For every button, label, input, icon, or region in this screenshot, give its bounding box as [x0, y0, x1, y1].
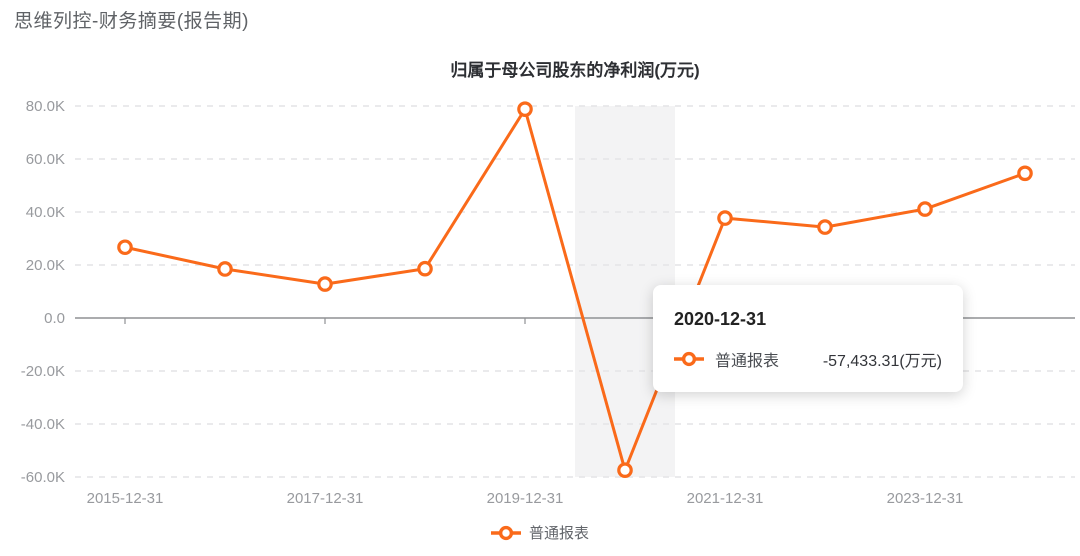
page-title: 思维列控-财务摘要(报告期)	[14, 11, 249, 32]
datapoint[interactable]	[217, 261, 233, 277]
datapoint[interactable]	[817, 219, 833, 235]
chart-tooltip: 2020-12-31 普通报表 -57,433.31(万元)	[653, 285, 963, 392]
datapoint[interactable]	[717, 210, 733, 226]
series-line	[123, 107, 1027, 472]
y-tick-label: 0.0	[44, 310, 65, 327]
x-tick-label: 2015-12-31	[87, 490, 164, 507]
y-tick-label: -60.0K	[21, 469, 65, 486]
datapoint[interactable]	[417, 260, 433, 277]
legend-item-series[interactable]: 普通报表	[0, 522, 1080, 543]
y-tick-label: -40.0K	[21, 416, 65, 433]
y-tick-label: -20.0K	[21, 363, 65, 380]
x-tick-label: 2021-12-31	[687, 490, 764, 507]
line-series-icon	[490, 525, 521, 540]
datapoint[interactable]	[317, 276, 333, 292]
y-tick-label: 20.0K	[26, 257, 65, 274]
datapoint[interactable]	[917, 201, 933, 217]
tooltip-series-label: 普通报表	[715, 353, 780, 370]
y-tick-label: 40.0K	[26, 204, 65, 221]
datapoint[interactable]	[117, 239, 133, 256]
x-tick-label: 2017-12-31	[287, 490, 364, 507]
x-tick-label: 2019-12-31	[487, 490, 564, 507]
chart-title: 归属于母公司股东的净利润(万元)	[450, 61, 700, 80]
tooltip-value: -57,433.31(万元)	[822, 353, 942, 370]
y-tick-label: 80.0K	[26, 98, 65, 115]
line-series-icon	[674, 351, 704, 367]
tooltip-series-row: 普通报表 -57,433.31(万元)	[674, 347, 943, 371]
datapoint[interactable]	[1017, 165, 1033, 182]
tooltip-date: 2020-12-31	[674, 309, 767, 329]
datapoint-highlighted[interactable]	[617, 462, 633, 478]
y-tick-label: 60.0K	[26, 151, 65, 168]
x-tick-label: 2023-12-31	[887, 490, 964, 507]
datapoint[interactable]	[517, 101, 533, 117]
legend-label: 普通报表	[528, 525, 589, 542]
